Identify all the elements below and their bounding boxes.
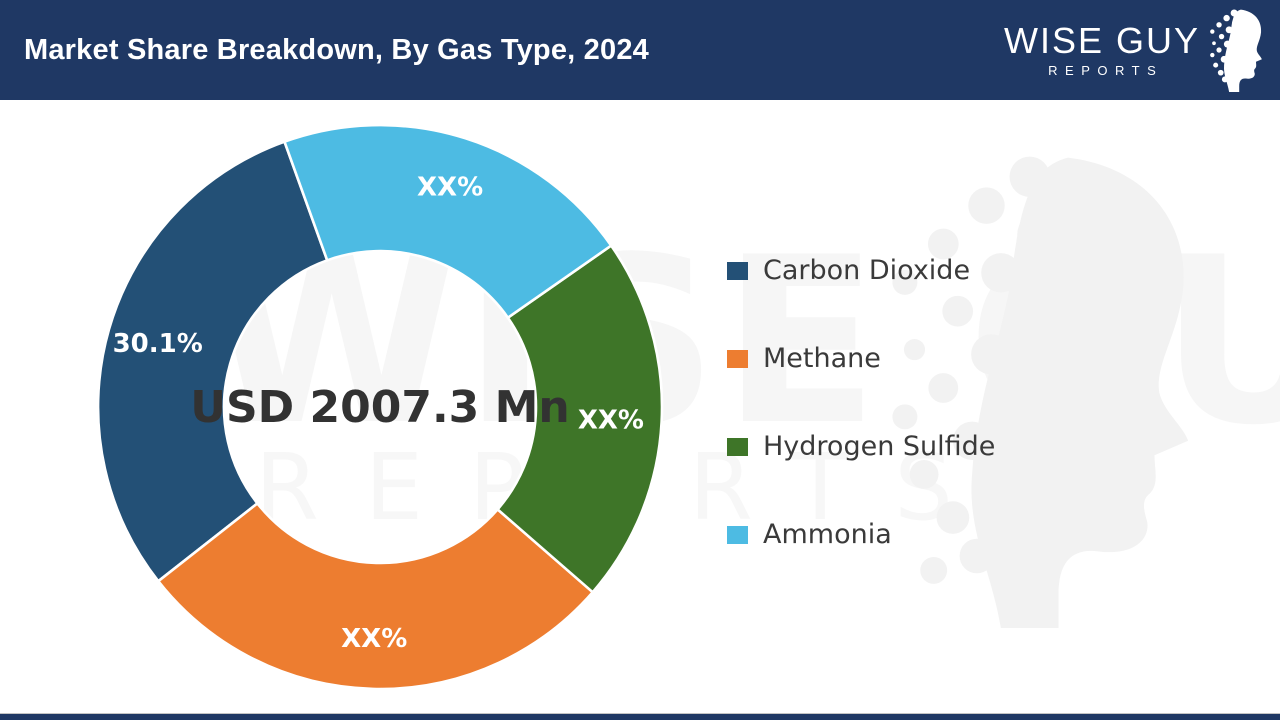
footer-bar: [0, 713, 1280, 720]
header: Market Share Breakdown, By Gas Type, 202…: [0, 0, 1280, 100]
legend-label: Ammonia: [763, 519, 892, 550]
legend: Carbon Dioxide Methane Hydrogen Sulfide …: [727, 257, 995, 548]
slice-value-label: XX%: [341, 624, 407, 654]
legend-swatch: [727, 437, 748, 456]
donut-slice: [96, 140, 329, 583]
legend-swatch: [727, 261, 748, 280]
legend-label: Hydrogen Sulfide: [763, 431, 996, 462]
logo-subtext: REPORTS: [1048, 62, 1164, 78]
donut-slice: [496, 244, 664, 594]
legend-item-hydrogen-sulfide: Hydrogen Sulfide: [727, 433, 995, 460]
legend-item-carbon-dioxide: Carbon Dioxide: [727, 257, 995, 284]
donut-slice: [157, 502, 594, 691]
donut-chart: 30.1% XX% XX% XX% USD 2007.3 Mn: [96, 123, 664, 691]
donut-center-label: USD 2007.3 Mn: [190, 382, 569, 433]
legend-item-ammonia: Ammonia: [727, 521, 995, 548]
page-title: Market Share Breakdown, By Gas Type, 202…: [24, 33, 649, 66]
logo-face-icon: [1210, 9, 1262, 92]
slice-value-label: 30.1%: [113, 329, 203, 359]
legend-item-methane: Methane: [727, 345, 995, 372]
legend-swatch: [727, 525, 748, 544]
logo-wordmark: WISE GUY: [1003, 19, 1200, 61]
legend-label: Carbon Dioxide: [763, 255, 971, 286]
wiseguy-logo: WISE GUY REPORTS: [1004, 8, 1266, 92]
legend-label: Methane: [763, 343, 881, 374]
slice-value-label: XX%: [417, 173, 483, 203]
slice-value-label: XX%: [578, 405, 644, 435]
donut-slice: [283, 123, 613, 319]
legend-swatch: [727, 349, 748, 368]
watermark-face-dots-icon: [892, 156, 1189, 628]
